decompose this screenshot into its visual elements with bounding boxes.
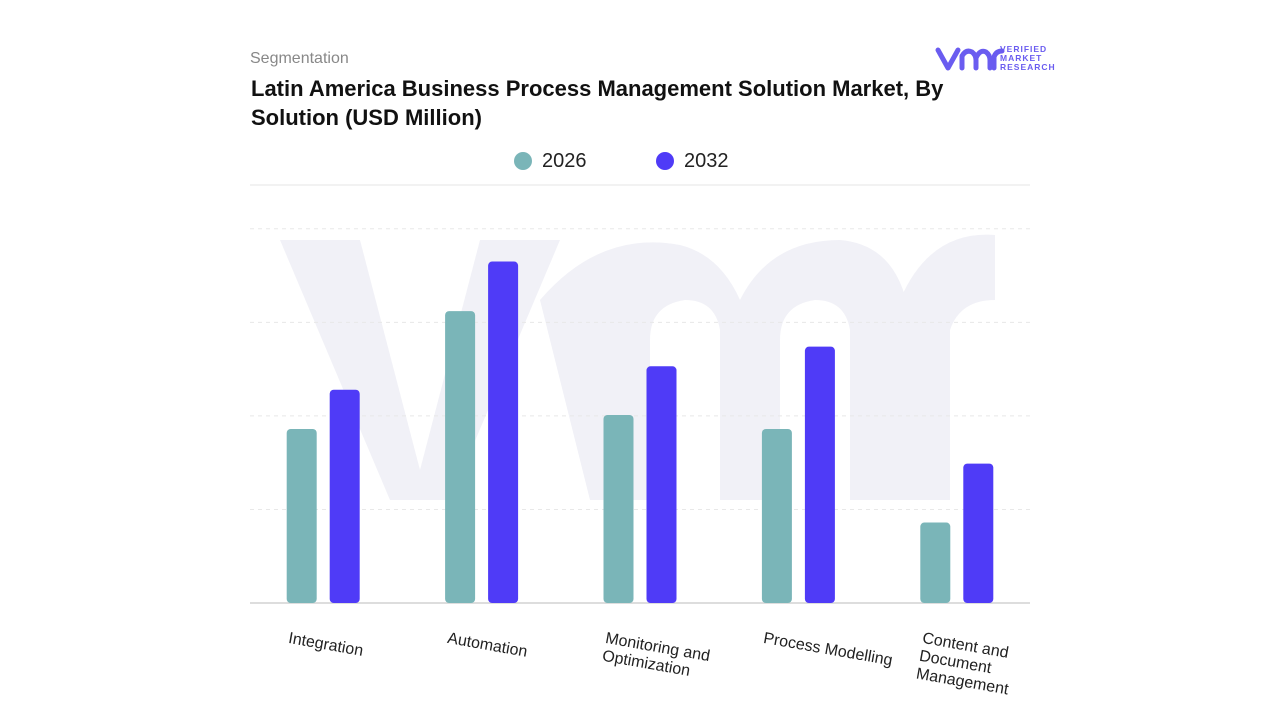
bar [963,463,994,603]
bar [603,414,634,603]
bar [488,261,519,603]
bar [761,428,792,603]
legend-label: 2026 [542,150,587,172]
logo-mark [935,47,1005,71]
bar [286,428,317,603]
chart-title: Latin America Business Process Managemen… [251,76,944,130]
legend-label: 2032 [684,150,729,172]
section-label: Segmentation [250,50,349,67]
bar [329,389,360,603]
bar [646,366,677,603]
legend-swatch [656,152,674,170]
bar [804,346,835,603]
bar [445,311,476,603]
bar [920,522,951,603]
legend-swatch [514,152,532,170]
watermark [280,234,995,500]
logo-text: VERIFIED MARKET RESEARCH [1000,44,1056,72]
